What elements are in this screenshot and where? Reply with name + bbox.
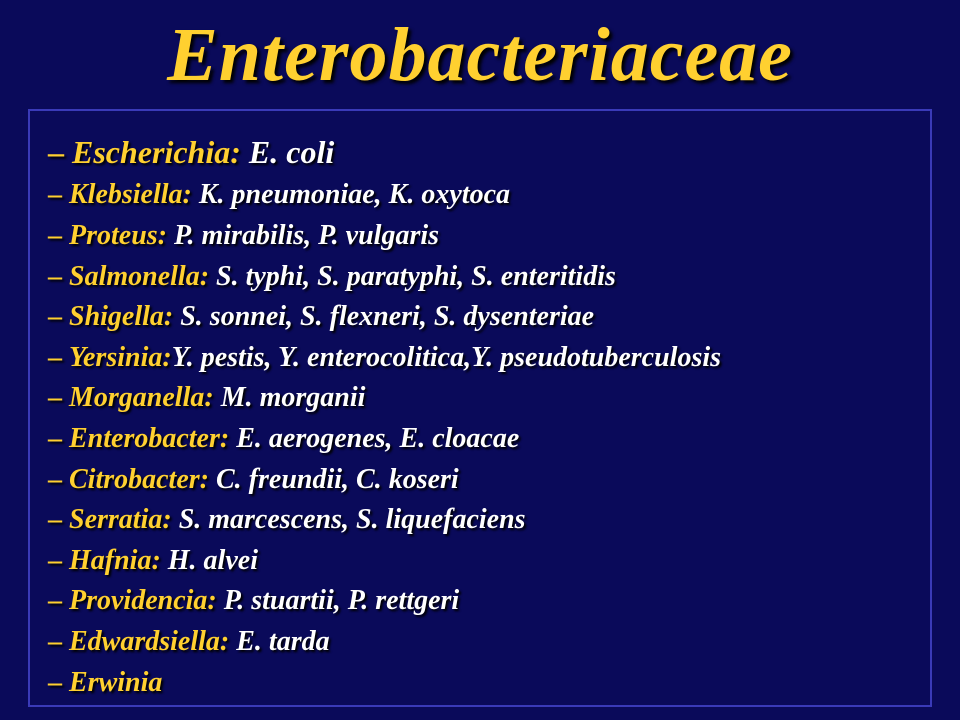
genus-label: Enterobacter: <box>69 423 229 454</box>
species-label: M. morganii <box>214 382 366 413</box>
genus-label: Edwardsiella: <box>69 626 229 657</box>
species-label: S. marcescens, S. liquefaciens <box>172 504 526 535</box>
list-item: – Citrobacter: C. freundii, C. koseri <box>48 460 912 501</box>
genus-label: Escherichia: <box>72 134 241 170</box>
genus-label: Serratia: <box>69 504 172 535</box>
species-label: P. mirabilis, P. vulgaris <box>167 220 439 251</box>
genus-label: Yersinia: <box>69 342 172 373</box>
genus-label: Erwinia <box>69 667 162 698</box>
list-item: – Serratia: S. marcescens, S. liquefacie… <box>48 500 912 541</box>
list-item: – Proteus: P. mirabilis, P. vulgaris <box>48 216 912 257</box>
genus-label: Morganella: <box>69 382 214 413</box>
species-label: H. alvei <box>161 545 258 576</box>
list-item: – Morganella: M. morganii <box>48 378 912 419</box>
list-item: – Escherichia: E. coli <box>48 129 912 175</box>
species-label: S. sonnei, S. flexneri, S. dysenteriae <box>173 301 594 332</box>
dash-icon: – <box>48 342 69 373</box>
dash-icon: – <box>48 545 69 576</box>
list-item: – Hafnia: H. alvei <box>48 541 912 582</box>
list-item: – Providencia: P. stuartii, P. rettgeri <box>48 581 912 622</box>
dash-icon: – <box>48 504 69 535</box>
dash-icon: – <box>48 134 72 170</box>
genus-label: Hafnia: <box>69 545 161 576</box>
species-label: Y. pestis, Y. enterocolitica,Y. pseudotu… <box>172 342 721 373</box>
species-label: E. coli <box>241 134 334 170</box>
list-item: – Shigella: S. sonnei, S. flexneri, S. d… <box>48 297 912 338</box>
genus-label: Providencia: <box>69 585 217 616</box>
genus-label: Shigella: <box>69 301 173 332</box>
dash-icon: – <box>48 220 69 251</box>
dash-icon: – <box>48 423 69 454</box>
species-label: K. pneumoniae, K. oxytoca <box>192 179 510 210</box>
slide: Enterobacteriaceae – Escherichia: E. col… <box>0 0 960 720</box>
dash-icon: – <box>48 179 69 210</box>
slide-title: Enterobacteriaceae <box>0 0 960 109</box>
list-item: – Salmonella: S. typhi, S. paratyphi, S.… <box>48 257 912 298</box>
species-label: C. freundii, C. koseri <box>209 464 459 495</box>
genus-label: Salmonella: <box>69 261 209 292</box>
list-item: – Enterobacter: E. aerogenes, E. cloacae <box>48 419 912 460</box>
species-label: E. aerogenes, E. cloacae <box>229 423 519 454</box>
content-panel: – Escherichia: E. coli– Klebsiella: K. p… <box>28 109 932 707</box>
genus-label: Citrobacter: <box>69 464 209 495</box>
dash-icon: – <box>48 464 69 495</box>
dash-icon: – <box>48 301 69 332</box>
list-item: – Yersinia:Y. pestis, Y. enterocolitica,… <box>48 338 912 379</box>
dash-icon: – <box>48 667 69 698</box>
list-item: – Erwinia <box>48 663 912 704</box>
dash-icon: – <box>48 626 69 657</box>
dash-icon: – <box>48 261 69 292</box>
species-label: E. tarda <box>229 626 329 657</box>
dash-icon: – <box>48 382 69 413</box>
species-label: S. typhi, S. paratyphi, S. enteritidis <box>209 261 616 292</box>
species-label: P. stuartii, P. rettgeri <box>217 585 459 616</box>
genus-label: Klebsiella: <box>69 179 192 210</box>
dash-icon: – <box>48 585 69 616</box>
list-item: – Edwardsiella: E. tarda <box>48 622 912 663</box>
list-item: – Klebsiella: K. pneumoniae, K. oxytoca <box>48 175 912 216</box>
genus-label: Proteus: <box>69 220 167 251</box>
